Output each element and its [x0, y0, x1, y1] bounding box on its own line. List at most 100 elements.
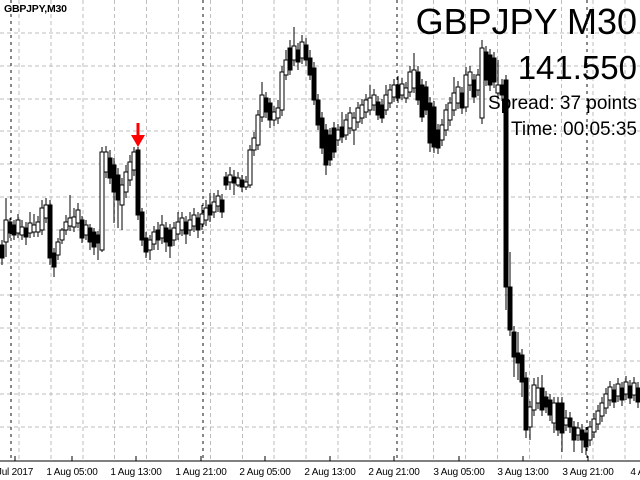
candle — [483, 46, 489, 86]
candle — [535, 377, 541, 409]
candle — [403, 82, 409, 103]
time-axis-label[interactable]: 2 Aug 13:00 — [304, 467, 356, 478]
time-axis-label[interactable]: 4 Aug 05:00 — [630, 467, 640, 478]
candle — [511, 326, 517, 377]
candle — [339, 112, 345, 143]
candle — [595, 405, 601, 430]
candle — [555, 397, 561, 436]
time-label: Time: 00:05:35 — [510, 119, 637, 140]
candle — [63, 215, 69, 235]
candle — [195, 212, 201, 238]
candle — [127, 155, 133, 186]
time-axis-label[interactable]: 3 Aug 21:00 — [562, 467, 614, 478]
candle — [631, 377, 637, 401]
candle — [327, 128, 333, 166]
candle — [51, 248, 57, 277]
candle — [323, 124, 329, 175]
candle — [491, 52, 497, 88]
candle — [19, 220, 25, 240]
candle — [375, 96, 381, 120]
candle — [243, 176, 249, 190]
candle — [267, 98, 273, 128]
candle — [335, 124, 341, 146]
candle — [299, 35, 305, 64]
candle — [259, 82, 265, 122]
sell-arrow-marker[interactable] — [131, 135, 145, 147]
candle — [203, 200, 209, 226]
candle — [279, 66, 285, 116]
candle — [87, 224, 93, 250]
candle — [47, 200, 53, 265]
time-axis-label[interactable]: 3 Aug 13:00 — [497, 467, 549, 478]
candle — [603, 388, 609, 414]
candle — [131, 147, 137, 176]
candle — [479, 40, 485, 124]
candle — [579, 424, 585, 453]
candle — [211, 193, 217, 218]
candle — [283, 50, 289, 80]
candle — [11, 220, 17, 240]
time-axis-label[interactable]: 2 Aug 05:00 — [239, 467, 291, 478]
candle — [399, 78, 405, 100]
candle — [463, 67, 469, 112]
candle — [611, 384, 617, 408]
candle — [427, 97, 433, 152]
candle — [627, 380, 633, 404]
candle — [7, 218, 13, 238]
candle — [367, 85, 373, 115]
sell-arrow-marker-shaft[interactable] — [136, 123, 140, 138]
spread-label: Spread: 37 points — [488, 93, 637, 114]
candle — [255, 110, 261, 150]
candle — [247, 145, 253, 188]
candle — [619, 382, 625, 406]
candle — [303, 38, 309, 66]
time-axis-label[interactable]: Jul 2017 — [0, 467, 34, 478]
candle — [635, 382, 640, 408]
candle — [167, 224, 173, 258]
candle — [515, 332, 521, 380]
candle — [227, 167, 233, 190]
candle — [459, 87, 465, 114]
current-price: 141.550 — [517, 49, 637, 86]
candle — [103, 146, 109, 178]
candle — [39, 200, 45, 235]
candle — [23, 222, 29, 245]
candle — [371, 89, 377, 111]
candle — [3, 198, 9, 257]
candle — [111, 158, 117, 223]
candle — [571, 421, 577, 452]
candle — [363, 94, 369, 118]
candle — [307, 50, 313, 80]
candle — [139, 208, 145, 246]
time-axis-label[interactable]: 1 Aug 05:00 — [46, 467, 98, 478]
time-axis-label[interactable]: 3 Aug 05:00 — [433, 467, 485, 478]
candle — [171, 222, 177, 246]
candle — [587, 421, 593, 446]
candle — [147, 235, 153, 260]
candle — [431, 101, 437, 153]
candle — [263, 92, 269, 118]
time-axis-label[interactable]: 2 Aug 21:00 — [368, 467, 420, 478]
candle — [179, 212, 185, 236]
time-axis-label[interactable]: 1 Aug 13:00 — [110, 467, 162, 478]
candle — [379, 99, 385, 123]
time-axis-label[interactable]: 1 Aug 21:00 — [175, 467, 227, 478]
candle — [347, 107, 353, 134]
candle — [415, 66, 421, 105]
candle — [439, 119, 445, 146]
candle — [231, 170, 237, 195]
candle — [251, 132, 257, 156]
candle — [99, 147, 105, 252]
candle — [175, 212, 181, 240]
candle — [155, 222, 161, 250]
candle — [343, 114, 349, 140]
candle — [419, 79, 425, 122]
candle — [311, 62, 317, 105]
candle — [531, 378, 537, 416]
candle — [275, 100, 281, 124]
candle — [35, 216, 41, 237]
candle — [91, 228, 97, 255]
candle — [163, 222, 169, 252]
